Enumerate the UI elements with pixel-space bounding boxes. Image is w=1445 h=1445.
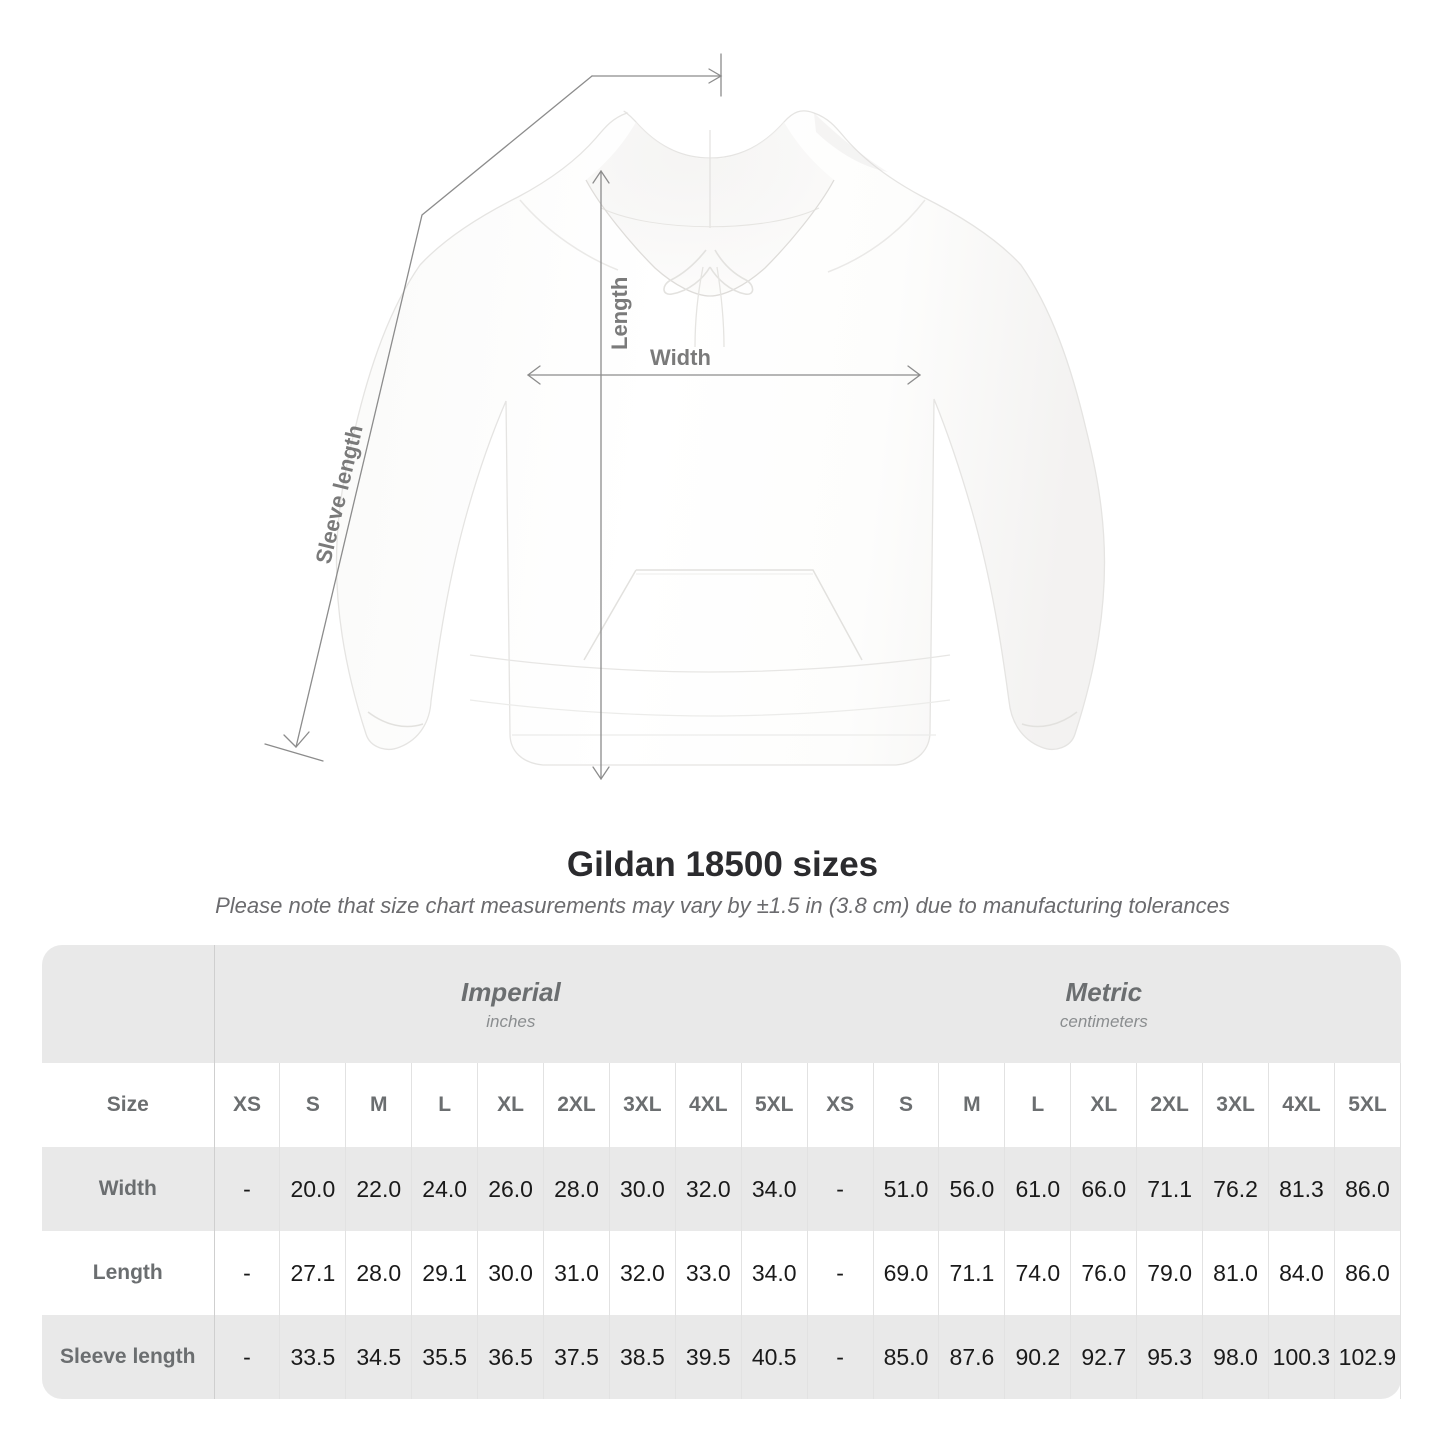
svg-text:Length: Length [607, 277, 632, 350]
svg-text:Sleeve length: Sleeve length [311, 422, 368, 566]
svg-text:Width: Width [650, 345, 711, 370]
